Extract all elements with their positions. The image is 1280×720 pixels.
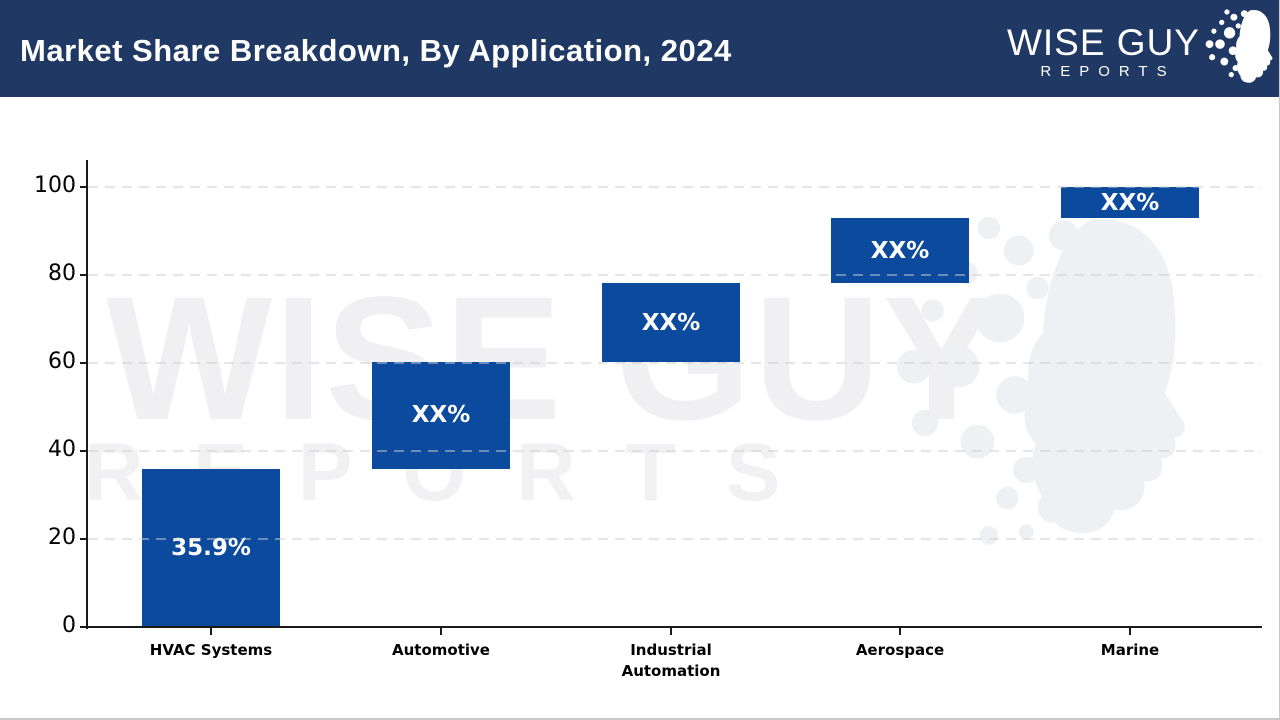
y-tick-mark bbox=[80, 538, 88, 540]
watermark-wordmark: WISE GUY bbox=[106, 261, 1003, 457]
x-axis-line bbox=[80, 626, 1262, 628]
x-tick-mark bbox=[210, 628, 212, 635]
bar-marine: XX% bbox=[1061, 187, 1199, 219]
y-axis-line bbox=[86, 160, 88, 629]
x-tick-mark bbox=[899, 628, 901, 635]
gridline-60 bbox=[88, 362, 1262, 364]
bar-industrial-automation: XX% bbox=[602, 283, 740, 362]
x-tick-mark bbox=[670, 628, 672, 635]
gridline-80 bbox=[88, 274, 1262, 276]
y-tick-mark bbox=[80, 450, 88, 452]
y-tick-mark bbox=[80, 362, 88, 364]
x-axis-category-label: HVAC Systems bbox=[149, 641, 273, 659]
bar-value-label: XX% bbox=[411, 402, 471, 429]
page-title: Market Share Breakdown, By Application, … bbox=[20, 33, 732, 68]
y-axis-tick-label: 40 bbox=[48, 437, 76, 462]
bar-value-label: XX% bbox=[1100, 189, 1160, 216]
y-axis-tick-label: 20 bbox=[48, 525, 76, 550]
wiseguy-logo: WISE GUY REPORTS bbox=[1006, 22, 1200, 81]
x-axis-category-label: Aerospace bbox=[855, 641, 945, 659]
watermark-head-icon bbox=[896, 216, 1185, 545]
x-axis-category-label: Marine bbox=[1100, 641, 1160, 659]
x-axis-category-label: Automotive bbox=[392, 641, 490, 659]
y-axis-tick-label: 100 bbox=[34, 173, 76, 198]
y-axis-tick-label: 0 bbox=[62, 613, 76, 638]
gridline-40 bbox=[88, 450, 1262, 452]
wiseguy-head-icon bbox=[1205, 9, 1273, 83]
header: Market Share Breakdown, By Application, … bbox=[0, 0, 1280, 97]
x-tick-mark bbox=[1129, 628, 1131, 635]
y-tick-mark bbox=[80, 186, 88, 188]
logo-wordmark: WISE GUY bbox=[1006, 22, 1200, 63]
x-tick-mark bbox=[440, 628, 442, 635]
bar-value-label: XX% bbox=[641, 309, 701, 336]
gridline-20 bbox=[88, 538, 1262, 540]
y-axis-tick-label: 60 bbox=[48, 349, 76, 374]
y-tick-mark bbox=[80, 274, 88, 276]
bar-hvac-systems: 35.9% bbox=[142, 469, 280, 627]
gridline-100 bbox=[88, 186, 1262, 188]
bar-automotive: XX% bbox=[372, 361, 510, 470]
y-axis-tick-label: 80 bbox=[48, 261, 76, 286]
logo-subtitle: REPORTS bbox=[1040, 63, 1176, 80]
x-axis-category-label: Industrial Automation bbox=[621, 641, 721, 680]
bar-value-label: XX% bbox=[870, 237, 930, 264]
bar-aerospace: XX% bbox=[831, 218, 969, 284]
